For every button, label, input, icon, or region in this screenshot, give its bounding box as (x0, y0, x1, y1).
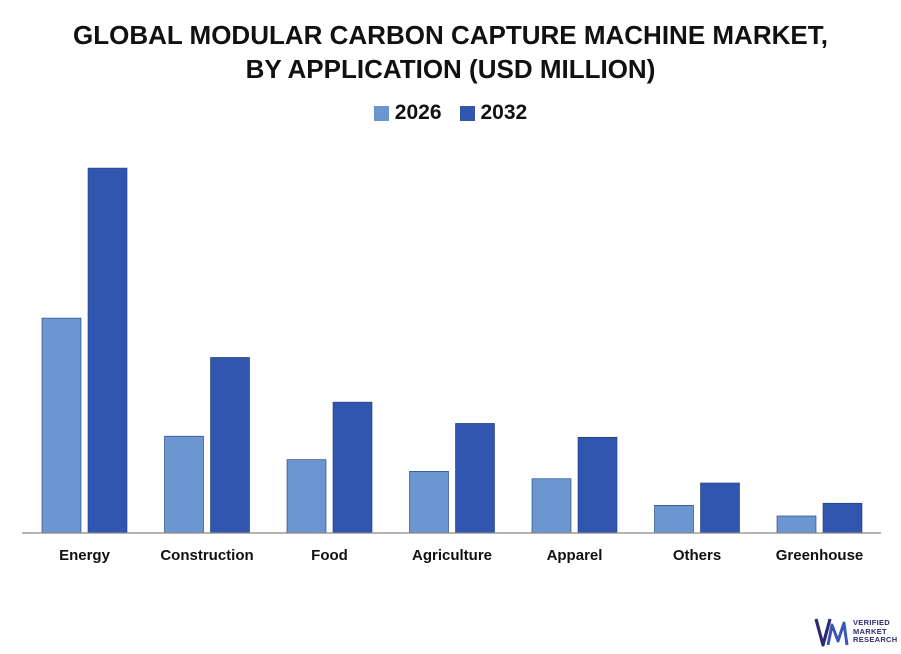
vmr-logo-icon (814, 618, 849, 647)
x-tick-label-greenhouse: Greenhouse (776, 547, 864, 564)
bar-food-2026 (286, 459, 327, 534)
x-tick-label-others: Others (673, 547, 721, 564)
bar-food-2032 (332, 401, 373, 534)
chart-title-line-2: BY APPLICATION (USD MILLION) (245, 54, 656, 84)
legend-item-2032: 2032 (459, 101, 528, 125)
bar-greenhouse-2032 (822, 502, 863, 534)
bar-apparel-2026 (531, 478, 572, 534)
legend-label-2026: 2026 (394, 101, 442, 124)
bar-agriculture-2026 (409, 470, 449, 534)
legend-item-2026: 2026 (373, 101, 442, 125)
bar-construction-2032 (210, 357, 250, 534)
x-tick-label-apparel: Apparel (547, 547, 603, 564)
chart-legend: 2026 2032 (0, 101, 901, 125)
legend-swatch-2032 (459, 105, 475, 121)
chart-title: GLOBAL MODULAR CARBON CAPTURE MACHINE MA… (0, 18, 901, 86)
legend-swatch-2026 (373, 105, 389, 121)
bar-agriculture-2032 (455, 423, 495, 534)
vmr-logo-line-3: RESEARCH (853, 635, 898, 645)
vmr-logo: VERIFIED MARKET RESEARCH (814, 612, 898, 652)
bar-construction-2026 (164, 435, 204, 534)
bar-others-2032 (700, 482, 740, 534)
bar-energy-2026 (41, 317, 82, 534)
bar-apparel-2032 (577, 436, 618, 534)
chart-title-line-1: GLOBAL MODULAR CARBON CAPTURE MACHINE MA… (73, 20, 828, 50)
vmr-logo-line-1: VERIFIED (853, 618, 890, 628)
bar-greenhouse-2026 (776, 515, 817, 534)
x-tick-label-energy: Energy (59, 547, 111, 564)
legend-label-2032: 2032 (480, 101, 528, 124)
x-tick-label-food: Food (311, 547, 348, 564)
bar-others-2026 (654, 505, 694, 534)
vmr-logo-text: VERIFIED MARKET RESEARCH (853, 619, 898, 645)
x-tick-label-agriculture: Agriculture (412, 547, 492, 564)
bar-energy-2032 (87, 167, 128, 534)
x-tick-label-construction: Construction (160, 547, 253, 564)
vmr-logo-line-2: MARKET (853, 626, 887, 636)
